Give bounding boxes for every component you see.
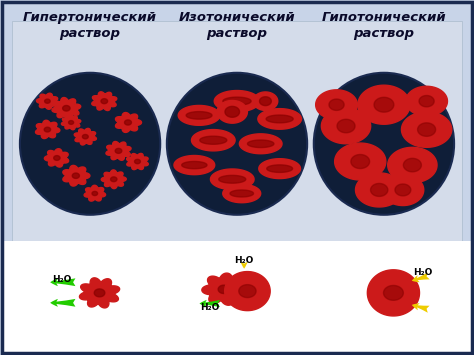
- Polygon shape: [36, 93, 58, 109]
- Polygon shape: [84, 185, 106, 201]
- Polygon shape: [200, 136, 227, 144]
- Polygon shape: [82, 135, 88, 139]
- Polygon shape: [239, 134, 282, 154]
- Polygon shape: [321, 108, 371, 144]
- Polygon shape: [101, 99, 108, 104]
- Polygon shape: [36, 120, 60, 138]
- Polygon shape: [351, 154, 370, 169]
- Text: H₂O: H₂O: [235, 256, 254, 266]
- Polygon shape: [406, 86, 447, 116]
- Polygon shape: [116, 113, 142, 132]
- Polygon shape: [214, 91, 260, 112]
- Polygon shape: [63, 105, 70, 111]
- Polygon shape: [395, 184, 411, 196]
- Polygon shape: [94, 289, 105, 297]
- Polygon shape: [178, 105, 220, 125]
- Ellipse shape: [20, 73, 160, 215]
- Polygon shape: [63, 165, 90, 186]
- Polygon shape: [44, 127, 51, 132]
- Polygon shape: [106, 142, 131, 160]
- Polygon shape: [115, 148, 122, 153]
- Polygon shape: [223, 184, 261, 203]
- Polygon shape: [110, 177, 117, 182]
- Text: H₂O: H₂O: [200, 302, 219, 312]
- Polygon shape: [101, 170, 126, 189]
- Polygon shape: [401, 112, 452, 147]
- Polygon shape: [174, 155, 215, 175]
- Polygon shape: [267, 165, 292, 173]
- Polygon shape: [374, 97, 394, 112]
- Polygon shape: [54, 155, 60, 160]
- Polygon shape: [223, 97, 251, 105]
- Polygon shape: [259, 159, 301, 179]
- Polygon shape: [258, 109, 301, 129]
- Polygon shape: [388, 147, 437, 183]
- Polygon shape: [127, 153, 148, 170]
- Polygon shape: [383, 285, 403, 300]
- Polygon shape: [218, 285, 229, 294]
- Polygon shape: [419, 95, 434, 107]
- Polygon shape: [403, 158, 421, 172]
- Polygon shape: [69, 121, 73, 124]
- Polygon shape: [260, 97, 271, 105]
- Polygon shape: [62, 115, 81, 130]
- Ellipse shape: [167, 73, 307, 215]
- Polygon shape: [217, 100, 247, 123]
- Polygon shape: [202, 273, 244, 305]
- Polygon shape: [52, 98, 81, 119]
- Polygon shape: [182, 162, 207, 169]
- Polygon shape: [418, 123, 436, 136]
- Polygon shape: [80, 278, 119, 308]
- Ellipse shape: [314, 73, 454, 215]
- Text: H₂O: H₂O: [52, 275, 71, 284]
- Text: Гипотонический
раствор: Гипотонический раствор: [322, 11, 446, 40]
- Polygon shape: [74, 129, 96, 145]
- Polygon shape: [72, 173, 80, 179]
- Polygon shape: [371, 184, 388, 196]
- Polygon shape: [219, 175, 246, 183]
- Polygon shape: [92, 191, 98, 196]
- Polygon shape: [356, 173, 403, 207]
- Polygon shape: [367, 270, 419, 316]
- Polygon shape: [239, 285, 256, 297]
- Text: Гипертонический
раствор: Гипертонический раствор: [23, 11, 157, 40]
- Polygon shape: [247, 140, 274, 148]
- Polygon shape: [230, 190, 254, 197]
- Polygon shape: [337, 119, 355, 133]
- Polygon shape: [45, 149, 69, 167]
- Polygon shape: [186, 111, 212, 119]
- Polygon shape: [45, 99, 50, 103]
- Polygon shape: [225, 272, 270, 311]
- Text: Изотонический
раствор: Изотонический раствор: [179, 11, 295, 40]
- Polygon shape: [125, 120, 131, 125]
- Polygon shape: [329, 99, 344, 110]
- Polygon shape: [225, 106, 239, 117]
- Polygon shape: [382, 174, 424, 206]
- FancyBboxPatch shape: [12, 21, 462, 241]
- Polygon shape: [316, 90, 357, 120]
- Polygon shape: [210, 169, 254, 190]
- Polygon shape: [358, 85, 410, 124]
- Polygon shape: [335, 143, 386, 180]
- Polygon shape: [253, 92, 278, 110]
- Polygon shape: [92, 92, 117, 110]
- Polygon shape: [135, 159, 140, 164]
- Text: H₂O: H₂O: [414, 268, 433, 277]
- FancyBboxPatch shape: [2, 241, 472, 353]
- Polygon shape: [191, 130, 235, 151]
- Polygon shape: [266, 115, 293, 123]
